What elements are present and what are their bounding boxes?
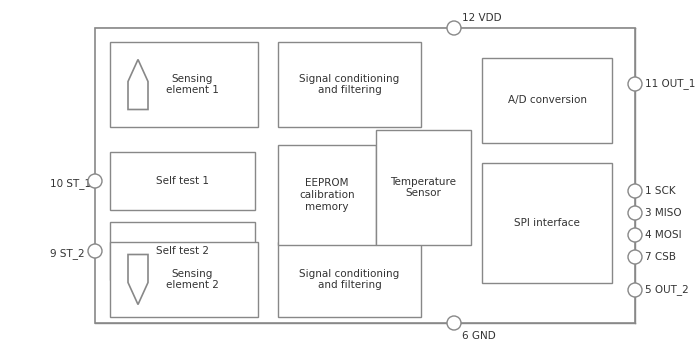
Bar: [110, 152, 255, 210]
Text: 6 GND: 6 GND: [462, 331, 496, 341]
Bar: [482, 58, 612, 143]
Text: 11 OUT_1: 11 OUT_1: [645, 78, 695, 89]
Circle shape: [88, 244, 102, 258]
Circle shape: [628, 206, 642, 220]
Text: 4 MOSI: 4 MOSI: [645, 230, 682, 240]
Polygon shape: [128, 254, 148, 305]
Bar: [278, 145, 376, 245]
Bar: [482, 163, 612, 283]
Text: 9 ST_2: 9 ST_2: [50, 249, 85, 260]
Circle shape: [447, 21, 461, 35]
Text: Signal conditioning
and filtering: Signal conditioning and filtering: [300, 74, 400, 95]
Circle shape: [628, 250, 642, 264]
Text: SPI interface: SPI interface: [514, 218, 580, 228]
Text: Self test 2: Self test 2: [156, 246, 209, 256]
Text: Signal conditioning
and filtering: Signal conditioning and filtering: [300, 269, 400, 290]
Text: 1 SCK: 1 SCK: [645, 186, 676, 196]
Bar: [110, 242, 258, 317]
Polygon shape: [128, 60, 148, 110]
Text: Sensing
element 1: Sensing element 1: [166, 74, 218, 95]
Bar: [278, 242, 421, 317]
Circle shape: [628, 184, 642, 198]
Text: 12 VDD: 12 VDD: [462, 13, 502, 23]
Text: EEPROM
calibration
memory: EEPROM calibration memory: [299, 178, 355, 212]
Bar: [110, 42, 258, 127]
Text: Self test 1: Self test 1: [156, 176, 209, 186]
Text: Temperature
Sensor: Temperature Sensor: [391, 177, 456, 198]
Text: A/D conversion: A/D conversion: [508, 95, 587, 106]
Bar: [110, 222, 255, 280]
Circle shape: [628, 228, 642, 242]
Text: 5 OUT_2: 5 OUT_2: [645, 285, 689, 295]
Text: 10 ST_1: 10 ST_1: [50, 179, 91, 189]
Circle shape: [628, 77, 642, 91]
Bar: [95, 28, 635, 323]
Circle shape: [447, 316, 461, 330]
Circle shape: [628, 283, 642, 297]
Text: 3 MISO: 3 MISO: [645, 208, 682, 218]
Text: Sensing
element 2: Sensing element 2: [166, 269, 218, 290]
Bar: [278, 42, 421, 127]
Bar: [376, 130, 471, 245]
Text: 7 CSB: 7 CSB: [645, 252, 676, 262]
Circle shape: [88, 174, 102, 188]
